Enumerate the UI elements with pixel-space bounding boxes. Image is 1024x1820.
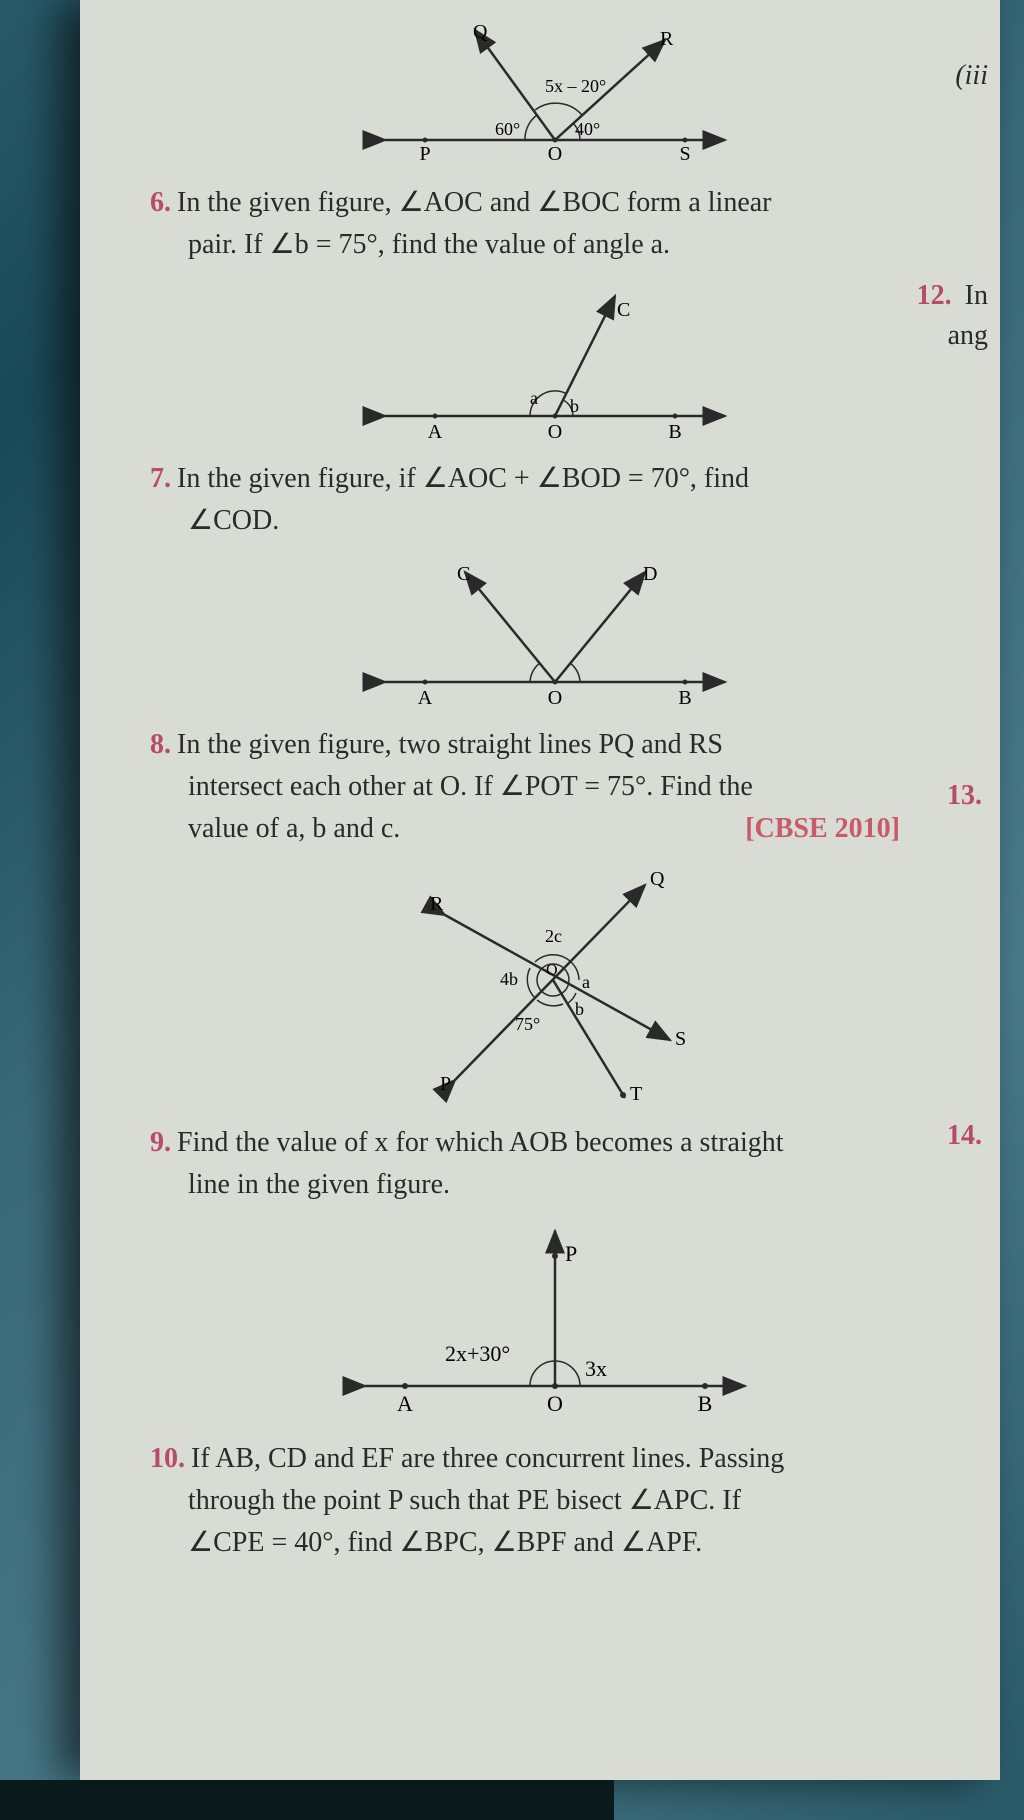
question-6: 6.In the given figure, ∠AOC and ∠BOC for… — [150, 182, 960, 266]
page: (iii 12. In ang 13. 14. P O S Q R 60° 40… — [80, 0, 1000, 1780]
svg-text:A: A — [397, 1391, 413, 1416]
svg-text:b: b — [570, 396, 579, 416]
svg-text:B: B — [678, 687, 691, 709]
figure-5: P O S Q R 60° 40° 5x – 20° — [345, 20, 765, 170]
svg-text:60°: 60° — [495, 119, 520, 139]
svg-text:A: A — [428, 421, 443, 443]
svg-text:2x+30°: 2x+30° — [445, 1341, 510, 1366]
svg-text:P: P — [440, 1073, 451, 1095]
svg-text:3x: 3x — [585, 1356, 607, 1381]
svg-text:O: O — [547, 1391, 563, 1416]
svg-text:O: O — [548, 687, 562, 709]
svg-text:T: T — [630, 1083, 642, 1105]
svg-text:Q: Q — [650, 868, 665, 890]
svg-text:75°: 75° — [515, 1014, 540, 1034]
svg-text:a: a — [530, 388, 538, 408]
svg-text:O: O — [548, 143, 562, 165]
svg-text:D: D — [643, 563, 657, 585]
bottom-bar — [0, 1780, 614, 1820]
svg-text:B: B — [698, 1391, 713, 1416]
svg-text:P: P — [419, 143, 430, 165]
figure-9: A O B P 2x+30° 3x — [335, 1216, 775, 1426]
svg-text:R: R — [660, 28, 674, 50]
figure-8: P Q R S T O a b 2c 4b 75° — [375, 860, 735, 1110]
svg-text:Q: Q — [473, 21, 488, 43]
margin-q14: 14. — [947, 1120, 988, 1152]
question-10: 10.If AB, CD and EF are three concurrent… — [150, 1438, 960, 1564]
svg-text:S: S — [679, 143, 690, 165]
svg-text:O: O — [546, 962, 558, 979]
svg-text:40°: 40° — [575, 119, 600, 139]
svg-text:R: R — [430, 893, 444, 915]
question-9: 9.Find the value of x for which AOB beco… — [150, 1122, 960, 1206]
svg-text:C: C — [457, 563, 470, 585]
svg-text:O: O — [548, 421, 562, 443]
svg-text:4b: 4b — [500, 969, 518, 989]
cbse-tag: [CBSE 2010] — [745, 808, 900, 850]
svg-text:A: A — [418, 687, 433, 709]
figure-7: A O B C D — [345, 552, 765, 712]
question-8: 8.In the given figure, two straight line… — [150, 724, 960, 850]
margin-iii: (iii — [955, 60, 988, 92]
figure-6: A O B C a b — [345, 276, 765, 446]
margin-q12: 12. In — [917, 280, 988, 312]
margin-q13: 13. — [947, 780, 988, 812]
svg-text:2c: 2c — [545, 926, 562, 946]
svg-text:S: S — [675, 1028, 686, 1050]
question-7: 7.In the given figure, if ∠AOC + ∠BOD = … — [150, 458, 960, 542]
svg-text:B: B — [668, 421, 681, 443]
margin-q12b: ang — [948, 320, 988, 352]
svg-text:b: b — [575, 999, 584, 1019]
svg-text:C: C — [617, 299, 630, 321]
svg-text:5x – 20°: 5x – 20° — [545, 76, 606, 96]
svg-text:a: a — [582, 972, 590, 992]
svg-text:P: P — [565, 1241, 577, 1266]
